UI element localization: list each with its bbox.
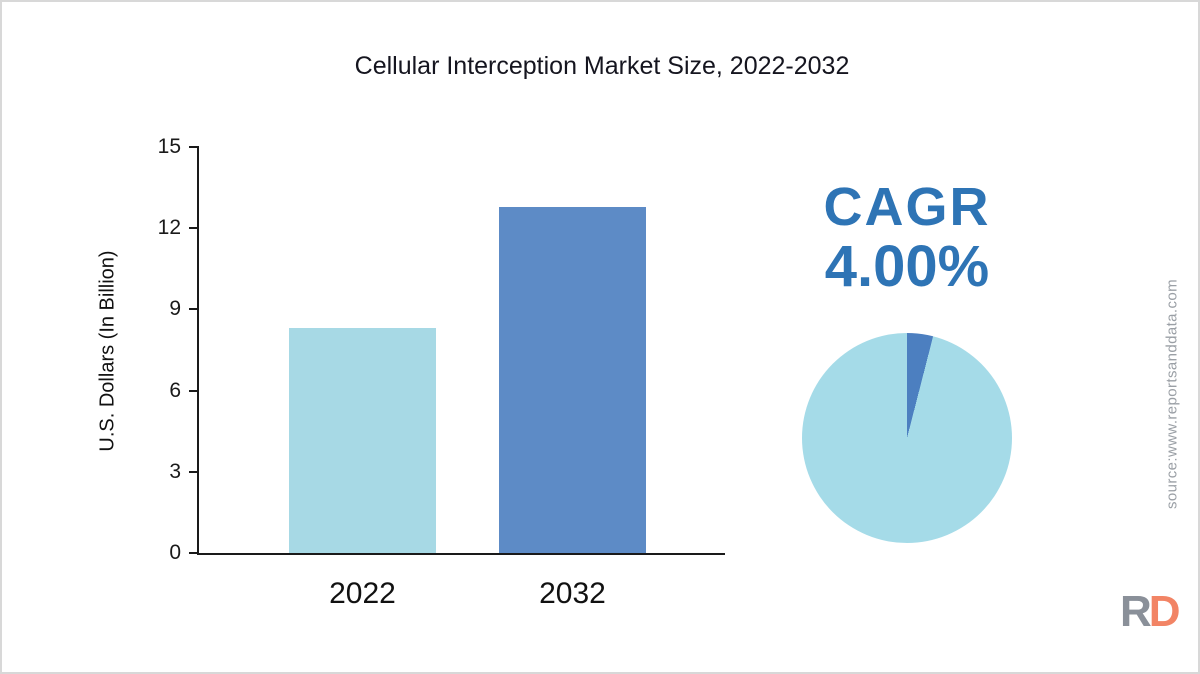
plot-area: 2022 2032 0 3 6 9 12 15: [158, 136, 725, 610]
logo-letter-r: R: [1120, 587, 1152, 636]
y-tick-mark: [189, 470, 199, 473]
cagr-label: CAGR: [823, 177, 991, 237]
y-tick-mark: [189, 552, 199, 554]
y-tick-mark: [189, 146, 199, 148]
y-tick-mark: [189, 227, 199, 230]
logo-letter-d: D: [1148, 587, 1181, 636]
brand-logo: RD: [1120, 590, 1181, 634]
y-tick-mark: [189, 308, 199, 311]
x-category-label-2032: 2032: [539, 577, 606, 610]
x-category-label-2022: 2022: [329, 577, 396, 610]
y-axis-title: U.S. Dollars (In Billion): [96, 250, 119, 452]
cagr-block: CAGR 4.00%: [782, 180, 1032, 543]
source-text: source:www.reportsanddata.com: [1163, 278, 1181, 510]
bar-2032: [499, 206, 646, 553]
chart-title: Cellular Interception Market Size, 2022-…: [354, 52, 850, 80]
cagr-value: 4.00%: [824, 234, 990, 299]
cagr-pie: [802, 332, 1012, 543]
y-tick-mark: [189, 389, 199, 392]
bar-2022: [289, 328, 436, 553]
